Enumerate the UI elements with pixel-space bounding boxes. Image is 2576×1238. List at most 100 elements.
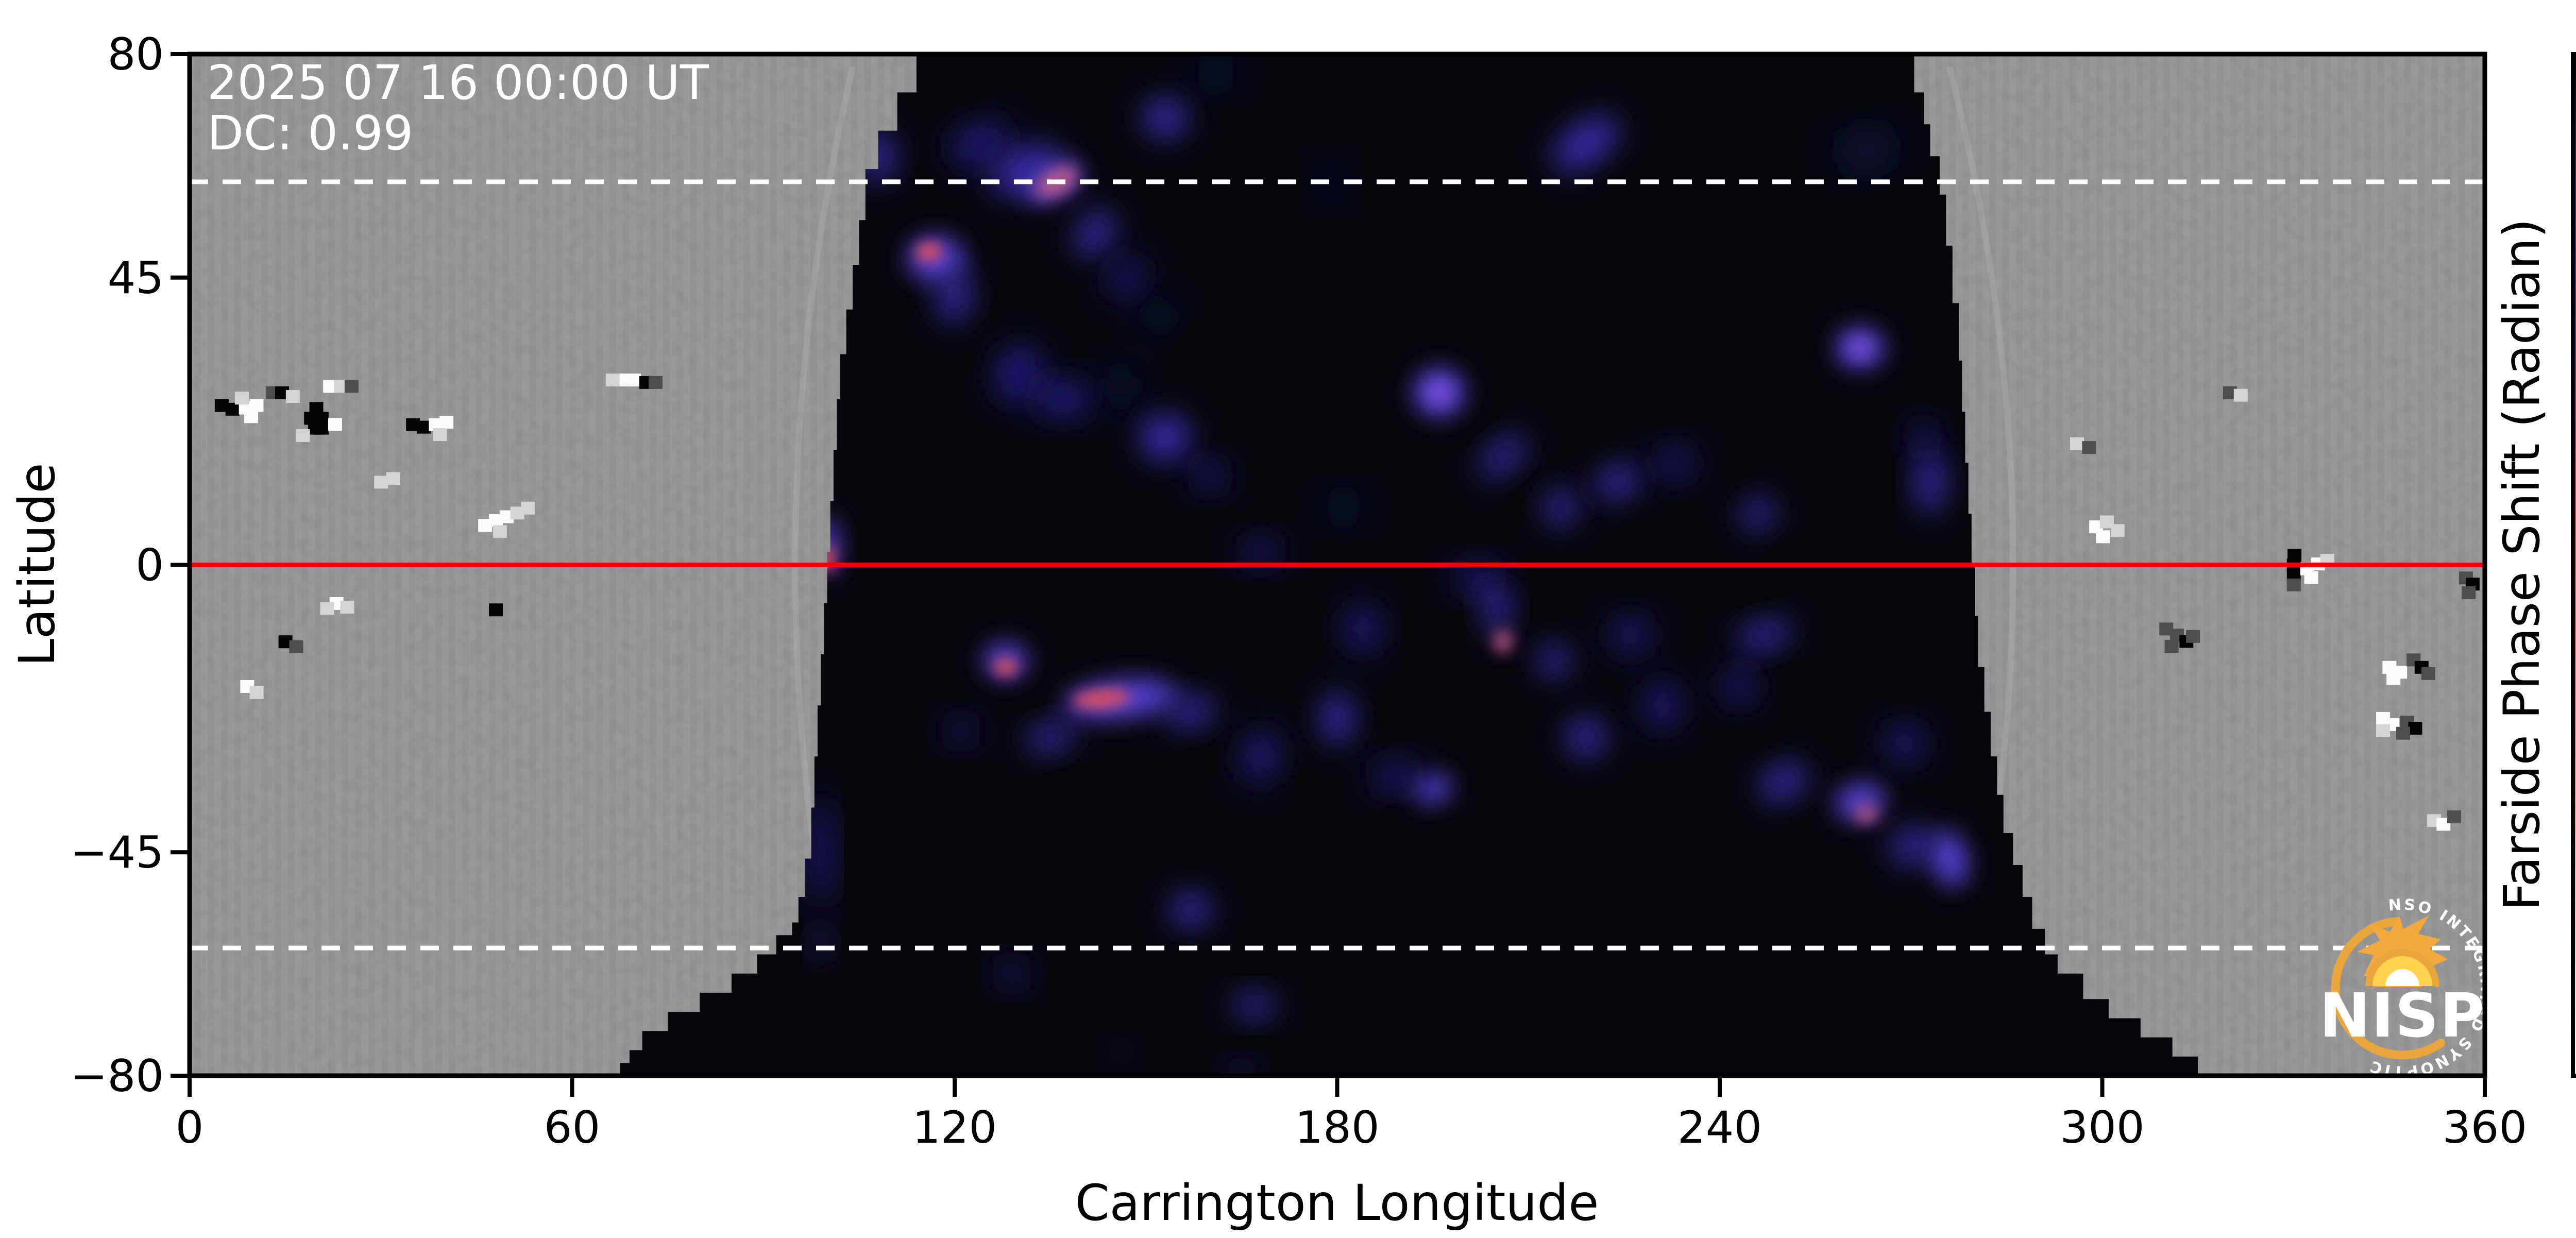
farside-feature-dim (1194, 463, 1226, 488)
farside-colorbar-title: Farside Phase Shift (Radian) (2493, 218, 2551, 910)
x-axis-title: Carrington Longitude (1075, 1174, 1599, 1232)
active-region-pixel (309, 402, 324, 415)
active-region-pixel (2233, 388, 2248, 402)
y-axis-title: Latitude (8, 463, 66, 666)
y-tick-label: −45 (71, 827, 164, 878)
farside-feature-dim (811, 794, 830, 910)
active-region-pixel (648, 376, 663, 389)
active-region-pixel (2286, 578, 2301, 591)
farside-feature-purple (1850, 340, 1870, 355)
farside-feature-blue (1567, 718, 1605, 757)
active-region-pixel (244, 410, 259, 423)
active-region-pixel (627, 374, 641, 387)
active-region-pixel (285, 390, 300, 403)
farside-feature-bright (1414, 773, 1452, 803)
active-region-pixel (2186, 630, 2200, 643)
active-region-pixel (2396, 726, 2410, 740)
reference-lines (190, 179, 2485, 951)
active-region-pixel (386, 472, 400, 485)
active-region-pixel (320, 602, 334, 615)
x-tick-label: 240 (1677, 1102, 1762, 1154)
active-region-pixel (344, 380, 359, 393)
active-region-pixel (2447, 810, 2461, 824)
plot-area: NISP NSO INTEGRATED SYNOPTIC PROGRAM 202… (190, 54, 2485, 1076)
farside-feature-faint (1835, 133, 1898, 167)
active-region-pixel (314, 421, 329, 435)
active-region-pixel (374, 476, 388, 489)
farside-feature-blue (1075, 210, 1115, 256)
active-region-pixel (2304, 571, 2318, 584)
plot-border (187, 52, 2487, 1078)
farside-feature-pink (1494, 630, 1512, 653)
active-region-pixel (416, 420, 431, 434)
farside-feature-blue (1321, 692, 1353, 744)
annotation-dc: DC: 0.99 (207, 106, 413, 161)
farside-feature-faint (1318, 167, 1344, 196)
farside-feature-dim (947, 719, 975, 743)
farside-feature-faint (1326, 495, 1362, 520)
farside-feature-blue (1544, 489, 1577, 525)
farside-feature-dim (1657, 448, 1693, 477)
farside-feature-blue (1538, 645, 1570, 677)
farside-feature-red (916, 242, 942, 262)
farside-feature-dim (1372, 762, 1417, 789)
farside-feature-blue (1736, 620, 1792, 650)
active-region-pixel (2096, 530, 2110, 544)
farside-feature-dim (1885, 727, 1924, 760)
active-region-pixel (433, 428, 447, 442)
colorbar-farside: −0.050−0.075−0.100−0.125−0.150−0.175−0.2… (2493, 52, 2576, 1078)
farside-feature-dim (1111, 257, 1143, 298)
farside-feature-blue (1890, 828, 1932, 864)
farside-feature-blue (1552, 116, 1619, 171)
x-tick-label: 120 (912, 1102, 997, 1154)
active-region-pixel (2376, 724, 2390, 737)
farside-feature-faint (1111, 1042, 1130, 1058)
farside-feature-dim (1646, 683, 1679, 728)
farside-feature-red (994, 658, 1018, 675)
x-tick-label: 300 (2060, 1102, 2144, 1154)
active-region-pixel (493, 525, 507, 538)
farside-feature-blue (1596, 465, 1640, 499)
x-axis: 0 60 120 180 240 300 360 (176, 1078, 2527, 1154)
farside-feature-blue (1741, 499, 1775, 529)
y-tick-label: 45 (108, 252, 164, 304)
farside-feature-dim (1911, 424, 1937, 450)
active-region-pixel (2164, 640, 2179, 653)
farside-phase-features (811, 60, 1968, 1076)
farside-feature-dim (1034, 383, 1092, 415)
farside-feature-blue (1170, 893, 1211, 926)
farside-feature-blue (1139, 415, 1191, 460)
farside-feature-dim (1611, 619, 1650, 651)
farside-feature-blue (1025, 723, 1075, 752)
active-region-pixel (2070, 437, 2084, 451)
farside-feature-blue (990, 144, 1060, 194)
farside-feature-pink (1855, 805, 1878, 822)
farside-feature-blue (1143, 98, 1188, 138)
farside-feature-bright (1930, 830, 1968, 887)
farside-feature-red (1073, 689, 1130, 708)
logo-sun-inner (2385, 969, 2419, 986)
farside-feature-dim (1723, 670, 1755, 702)
x-tick-label: 360 (2443, 1102, 2527, 1154)
y-tick-label: 0 (135, 540, 164, 591)
farside-feature-blue (1165, 697, 1216, 726)
farside-feature-dim (1347, 606, 1379, 651)
y-axis: 80 45 0 −45 −80 (71, 29, 189, 1102)
farside-feature-blue (813, 928, 828, 955)
farside-feature-dim (1229, 1061, 1255, 1076)
logo-sun-icon (2357, 915, 2448, 987)
farside-feature-dim (1244, 731, 1278, 782)
farside-colorbar (2571, 52, 2576, 1078)
active-region-pixel (296, 429, 310, 443)
logo-ring-icon (2331, 917, 2446, 1060)
x-tick-label: 60 (544, 1102, 600, 1154)
x-tick-label: 0 (176, 1102, 204, 1154)
farside-feature-blue (1916, 450, 1944, 514)
active-region-pixel (249, 686, 264, 699)
farside-feature-faint (1104, 370, 1137, 402)
active-region-pixel (328, 418, 342, 431)
active-region-pixel (521, 501, 535, 515)
active-region-pixel (2082, 441, 2096, 454)
farside-feature-faint (1143, 299, 1174, 332)
